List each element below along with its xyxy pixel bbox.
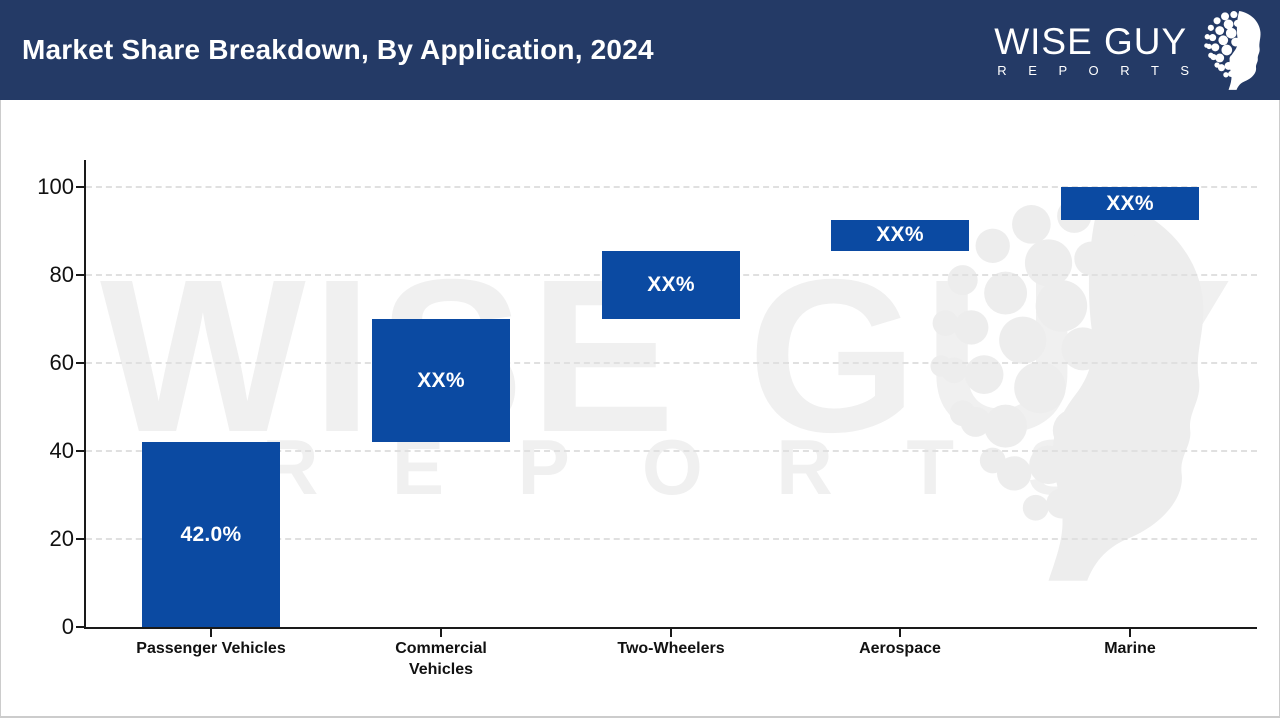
y-tick-label-40: 40 [49,438,74,463]
x-tick-mark-commercial-vehicles [440,629,442,637]
gridline-100 [86,186,1257,188]
x-tick-mark-marine [1129,629,1131,637]
bar-value-label-commercial-vehicles: XX% [417,368,465,392]
bar-commercial-vehicles: XX% [372,319,510,443]
x-category-label-two-wheelers: Two-Wheelers [617,640,725,657]
y-tick-mark-20 [76,538,84,540]
bar-value-label-marine: XX% [1106,191,1154,215]
bar-passenger-vehicles: 42.0% [142,442,280,627]
x-category-label-passenger-vehicles: Passenger Vehicles [136,640,286,657]
y-tick-label-60: 60 [49,350,74,375]
y-tick-label-20: 20 [49,526,74,551]
x-tick-mark-two-wheelers [670,629,672,637]
x-tick-mark-passenger-vehicles [210,629,212,637]
gridline-40 [86,450,1257,452]
y-tick-label-100: 100 [37,174,74,199]
y-tick-mark-60 [76,362,84,364]
y-tick-mark-40 [76,450,84,452]
chart-title: Market Share Breakdown, By Application, … [22,34,654,65]
gridline-60 [86,362,1257,364]
bar-aerospace: XX% [831,220,969,251]
y-tick-mark-0 [76,626,84,628]
wiseguy-logo: WISE GUY R E P O R T S [994,9,1264,91]
gridline-20 [86,538,1257,540]
x-category-label-marine: Marine [1104,640,1156,657]
logo-wiseguy-text: WISE GUY [994,20,1188,62]
x-category-label-commercial-vehicles: Commercial Vehicles [395,640,487,678]
bar-value-label-aerospace: XX% [876,223,924,247]
bar-marine: XX% [1061,187,1199,220]
y-axis-line [84,160,86,629]
x-tick-mark-aerospace [899,629,901,637]
x-category-label-aerospace: Aerospace [859,640,941,657]
bar-value-label-passenger-vehicles: 42.0% [180,522,242,546]
x-axis-line [84,627,1257,629]
y-tick-label-80: 80 [49,262,74,287]
logo-reports-text: R E P O R T S [997,62,1198,78]
bar-value-label-two-wheelers: XX% [647,272,695,296]
y-tick-mark-100 [76,186,84,188]
header-bar: Market Share Breakdown, By Application, … [0,0,1280,100]
logo-face-icon [1202,9,1264,91]
y-tick-label-0: 0 [61,614,74,639]
y-tick-mark-80 [76,274,84,276]
bar-two-wheelers: XX% [602,250,740,319]
